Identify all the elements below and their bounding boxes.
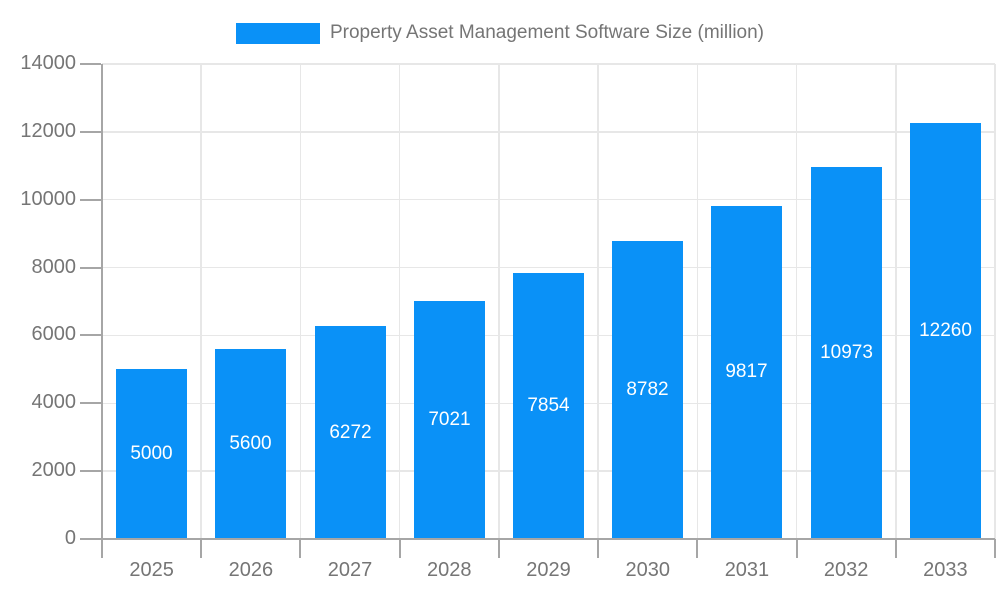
gridline-horizontal — [102, 198, 995, 201]
gridline-vertical — [498, 64, 500, 539]
gridline-vertical — [696, 64, 699, 539]
x-axis-tick — [398, 539, 401, 558]
gridline-vertical — [895, 64, 897, 539]
y-axis-tick — [80, 266, 101, 269]
bar-value-label: 6272 — [329, 421, 372, 443]
bar-value-label: 10973 — [820, 341, 873, 363]
gridline-horizontal — [102, 131, 995, 133]
y-axis-tick — [80, 198, 101, 201]
y-axis-tick-label: 14000 — [20, 52, 76, 74]
y-axis-tick — [80, 334, 101, 337]
legend[interactable]: Property Asset Management Software Size … — [0, 22, 1000, 44]
gridline-horizontal — [102, 63, 995, 65]
y-axis-tick-label: 2000 — [31, 459, 77, 482]
x-axis-tick-label: 2029 — [526, 559, 571, 581]
bar-value-label: 5600 — [229, 433, 272, 454]
y-axis-tick-label: 6000 — [31, 323, 77, 346]
bar-2031[interactable]: 9817 — [711, 205, 782, 539]
bar-value-label: 12260 — [919, 320, 972, 342]
x-axis-tick — [994, 539, 996, 558]
gridline-vertical — [795, 64, 798, 539]
y-axis-tick — [80, 470, 101, 473]
y-axis-tick-label: 8000 — [31, 255, 77, 278]
bar-value-label: 7854 — [527, 394, 570, 416]
legend-label[interactable]: Property Asset Management Software Size … — [329, 22, 764, 43]
y-axis-tick — [80, 402, 101, 405]
x-axis-tick-label: 2026 — [228, 559, 274, 581]
x-axis-tick-label: 2028 — [427, 559, 472, 581]
y-axis-tick — [80, 63, 101, 65]
y-axis-tick — [80, 130, 101, 133]
y-axis-line — [101, 64, 103, 539]
bar-2027[interactable]: 6272 — [315, 326, 386, 539]
plot-area: 5000 5600 6272 7021 7854 8782 9817 10973 12260 0 2… — [20, 52, 996, 581]
bar-2028[interactable]: 7021 — [414, 300, 485, 539]
x-axis-tick — [696, 539, 699, 558]
x-axis-tick-label: 2030 — [625, 559, 670, 581]
y-axis-tick-label: 4000 — [31, 391, 77, 414]
x-axis-tick-label: 2025 — [129, 559, 174, 581]
bar-2029[interactable]: 7854 — [513, 272, 584, 539]
x-axis-tick — [101, 539, 103, 558]
y-axis-tick-label: 10000 — [20, 187, 76, 210]
bar-2033[interactable]: 12260 — [910, 123, 981, 539]
bar-value-label: 8782 — [626, 379, 669, 401]
y-axis-tick — [80, 538, 101, 540]
gridline-horizontal — [102, 266, 995, 269]
bar-value-label: 9817 — [725, 361, 768, 383]
gridline-vertical — [398, 64, 401, 539]
gridline-vertical — [200, 64, 202, 539]
y-axis-tick-label: 12000 — [20, 119, 76, 142]
bar-value-label: 7021 — [428, 408, 471, 430]
x-axis-tick — [497, 539, 500, 558]
bar-2026[interactable]: 5600 — [215, 349, 286, 539]
bar-2032[interactable]: 10973 — [811, 166, 882, 539]
bar-value-label: 5000 — [130, 443, 173, 465]
x-axis-tick — [894, 539, 897, 558]
gridline-vertical — [597, 64, 599, 539]
x-axis-tick — [200, 539, 203, 558]
x-axis-tick — [299, 539, 302, 558]
y-axis-tick-label: 0 — [64, 527, 76, 549]
gridline-vertical — [299, 64, 302, 539]
x-axis-tick-label: 2031 — [724, 559, 770, 581]
x-axis-line — [101, 538, 995, 540]
x-axis-tick — [795, 539, 798, 558]
x-axis-tick-label: 2033 — [923, 559, 968, 581]
x-axis-tick — [597, 539, 600, 558]
gridline-vertical — [994, 64, 996, 539]
x-axis-tick-label: 2027 — [327, 559, 373, 581]
legend-swatch[interactable] — [235, 22, 320, 44]
bar-2025[interactable]: 5000 — [116, 369, 187, 539]
bar-2030[interactable]: 8782 — [612, 241, 683, 539]
x-axis-tick-label: 2032 — [823, 559, 869, 581]
